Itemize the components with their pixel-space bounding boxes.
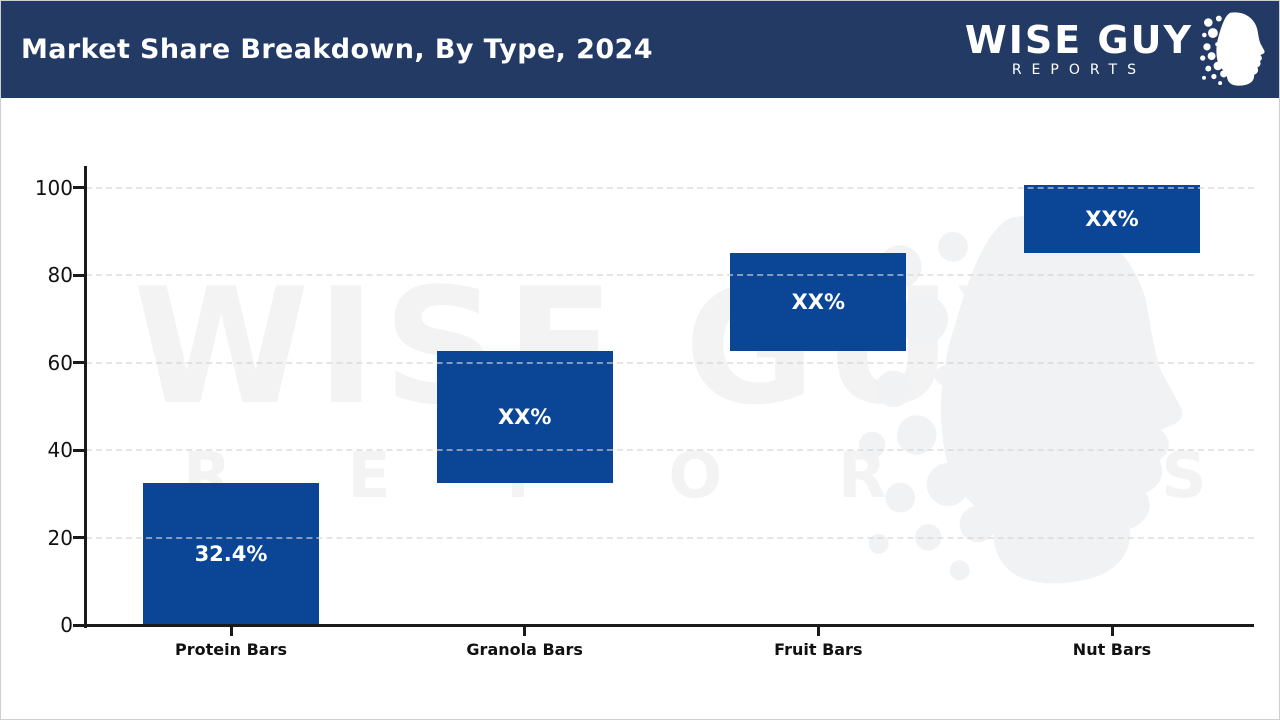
y-tick-label: 20 xyxy=(47,525,73,550)
bar-granola-bars xyxy=(436,350,613,484)
x-tick-mark xyxy=(816,627,820,636)
x-tick-label: Fruit Bars xyxy=(774,640,863,659)
bar-value-label: 32.4% xyxy=(194,542,268,567)
logo-line2: REPORTS xyxy=(1011,61,1146,78)
y-tick-mark xyxy=(73,273,85,277)
y-axis-line xyxy=(84,165,87,628)
bar-fruit-bars xyxy=(730,252,907,351)
bar-value-label: XX% xyxy=(791,289,846,314)
wise-guy-logo: WISE GUY REPORTS xyxy=(965,10,1265,89)
x-tick-mark xyxy=(1110,627,1114,636)
y-tick-mark xyxy=(73,623,85,627)
x-tick-mark xyxy=(523,627,527,636)
x-tick-label: Nut Bars xyxy=(1072,640,1152,659)
gridline-y-40 xyxy=(86,449,1254,451)
gridline-y-60 xyxy=(86,361,1254,364)
x-tick-mark xyxy=(229,627,233,636)
y-tick-label: 40 xyxy=(47,438,73,462)
gridline-y-20 xyxy=(86,536,1254,539)
logo-text: WISE GUY REPORTS xyxy=(964,18,1193,78)
gridline-y-100 xyxy=(86,186,1254,189)
bar-value-label: XX% xyxy=(497,404,552,429)
y-tick-label: 0 xyxy=(60,613,73,637)
bar-nut-bars xyxy=(1024,185,1200,253)
x-tick-label: Protein Bars xyxy=(175,640,287,659)
y-tick-mark xyxy=(73,536,85,539)
y-tick-label: 80 xyxy=(47,263,73,287)
gridline-y-80 xyxy=(86,274,1254,276)
bar-protein-bars xyxy=(143,483,319,625)
header-bar: Market Share Breakdown, By Type, 2024 WI… xyxy=(1,1,1279,98)
y-tick-mark xyxy=(73,361,85,364)
bar-value-label: XX% xyxy=(1085,207,1139,231)
page-title: Market Share Breakdown, By Type, 2024 xyxy=(21,34,653,65)
y-tick-mark xyxy=(73,448,85,452)
logo-line1: WISE GUY xyxy=(964,18,1193,63)
y-tick-label: 100 xyxy=(34,175,73,200)
x-tick-label: Granola Bars xyxy=(466,640,583,659)
y-tick-mark xyxy=(73,186,85,189)
x-axis-line xyxy=(84,624,1254,627)
y-tick-label: 60 xyxy=(47,350,73,375)
